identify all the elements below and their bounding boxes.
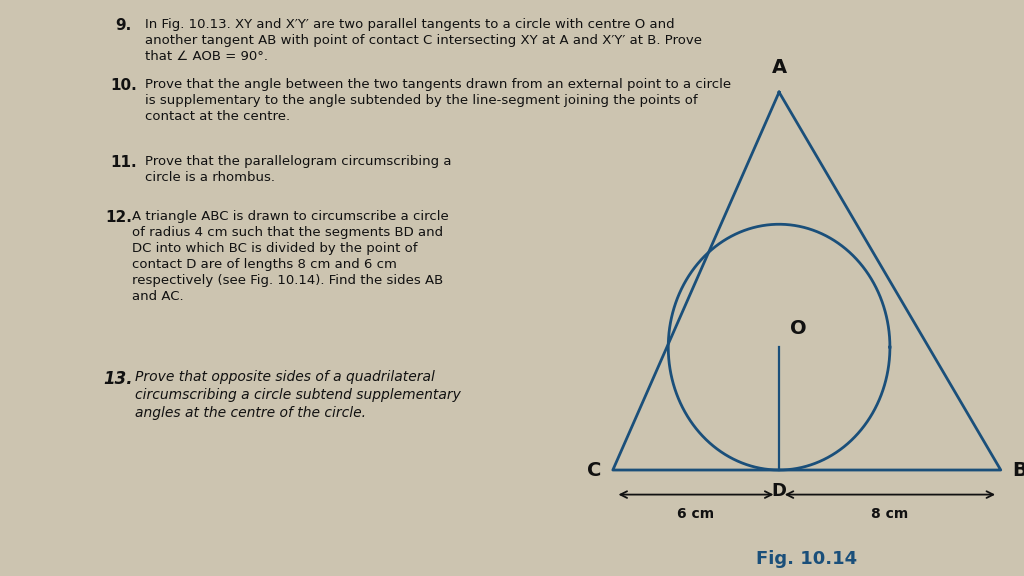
Text: DC into which BC is divided by the point of: DC into which BC is divided by the point…	[132, 242, 418, 255]
Text: Prove that opposite sides of a quadrilateral: Prove that opposite sides of a quadrilat…	[135, 370, 435, 384]
Text: circle is a rhombus.: circle is a rhombus.	[145, 171, 275, 184]
Text: A triangle ABC is drawn to circumscribe a circle: A triangle ABC is drawn to circumscribe …	[132, 210, 449, 223]
Text: contact D are of lengths 8 cm and 6 cm: contact D are of lengths 8 cm and 6 cm	[132, 258, 397, 271]
Text: that ∠ AOB = 90°.: that ∠ AOB = 90°.	[145, 50, 268, 63]
Text: 8 cm: 8 cm	[871, 507, 908, 521]
Text: Prove that the parallelogram circumscribing a: Prove that the parallelogram circumscrib…	[145, 155, 452, 168]
Text: D: D	[771, 482, 786, 501]
Text: respectively (see Fig. 10.14). Find the sides AB: respectively (see Fig. 10.14). Find the …	[132, 274, 443, 287]
Text: angles at the centre of the circle.: angles at the centre of the circle.	[135, 406, 366, 420]
Text: is supplementary to the angle subtended by the line-segment joining the points o: is supplementary to the angle subtended …	[145, 94, 697, 107]
Text: O: O	[791, 319, 807, 338]
Text: B: B	[1012, 461, 1024, 479]
Text: Prove that the angle between the two tangents drawn from an external point to a : Prove that the angle between the two tan…	[145, 78, 731, 91]
Text: Fig. 10.14: Fig. 10.14	[757, 550, 857, 568]
Text: A: A	[771, 58, 786, 77]
Text: and AC.: and AC.	[132, 290, 183, 303]
Text: 10.: 10.	[110, 78, 137, 93]
Text: 11.: 11.	[110, 155, 136, 170]
Text: contact at the centre.: contact at the centre.	[145, 110, 290, 123]
Text: In Fig. 10.13. XY and X′Y′ are two parallel tangents to a circle with centre O a: In Fig. 10.13. XY and X′Y′ are two paral…	[145, 18, 675, 31]
Text: 13.: 13.	[103, 370, 133, 388]
Text: another tangent AB with point of contact C intersecting XY at A and X′Y′ at B. P: another tangent AB with point of contact…	[145, 34, 702, 47]
Text: of radius 4 cm such that the segments BD and: of radius 4 cm such that the segments BD…	[132, 226, 443, 239]
Text: C: C	[588, 461, 602, 479]
Text: 9.: 9.	[115, 18, 131, 33]
Text: 6 cm: 6 cm	[678, 507, 715, 521]
Text: circumscribing a circle subtend supplementary: circumscribing a circle subtend suppleme…	[135, 388, 461, 402]
Text: 12.: 12.	[105, 210, 132, 225]
